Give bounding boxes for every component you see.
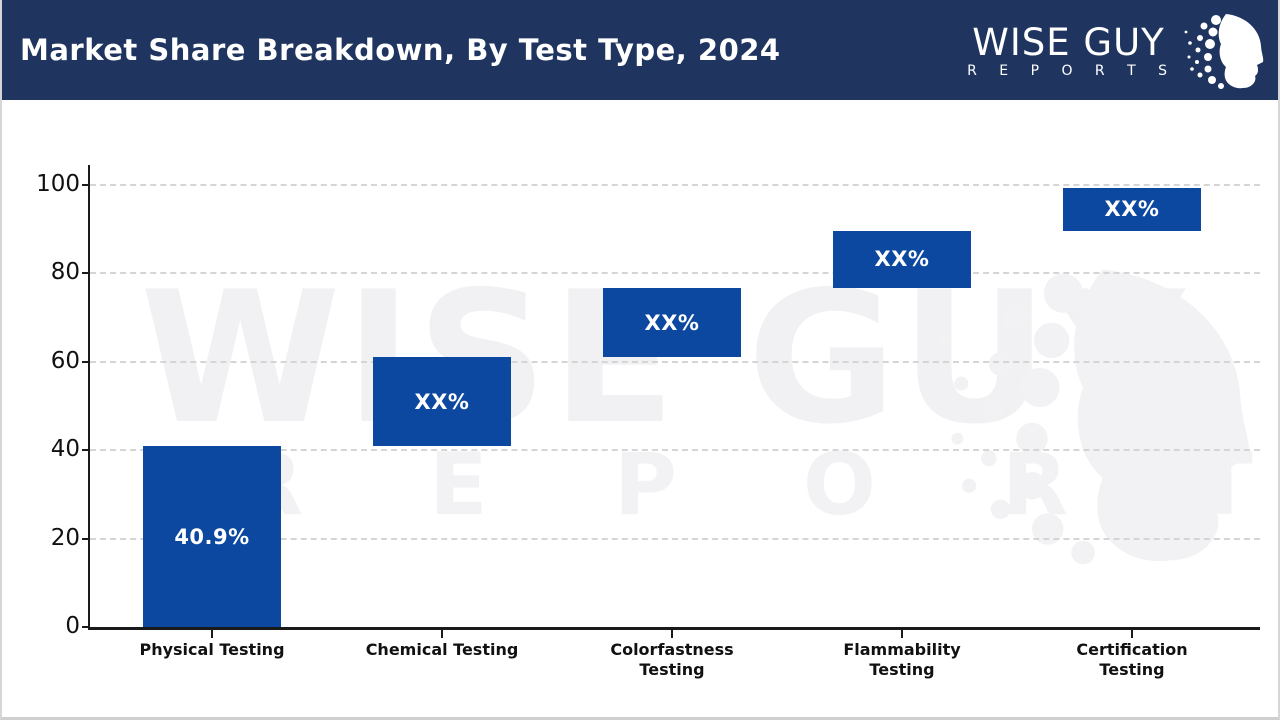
xcat-label-line: Chemical Testing — [365, 640, 519, 659]
xcat-label-line: Physical Testing — [139, 640, 285, 659]
xtick-mark-3 — [901, 630, 903, 638]
ytick-mark-100 — [82, 183, 90, 186]
xtick-mark-2 — [671, 630, 673, 638]
xcat-label-line: Certification — [1076, 640, 1188, 659]
ytick-label-20: 20 — [50, 524, 80, 551]
bar-value-label: XX% — [644, 310, 700, 335]
xcat-label-line: Flammability — [843, 640, 961, 659]
gridline-y80 — [90, 272, 1260, 274]
y-axis — [88, 165, 90, 629]
wise-guy-logo: WISE GUY R E P O R T S — [961, 12, 1264, 90]
ytick-label-100: 100 — [36, 170, 80, 197]
ytick-mark-20 — [82, 537, 90, 540]
header: Market Share Breakdown, By Test Type, 20… — [2, 0, 1278, 100]
page-title: Market Share Breakdown, By Test Type, 20… — [20, 33, 781, 67]
gridline-y100 — [90, 183, 1260, 186]
logo-wordmark-block: WISE GUY R E P O R T S — [961, 21, 1176, 80]
xcat-label-4: Certification Testing — [1076, 640, 1187, 680]
logo-wordmark: WISE GUY — [972, 21, 1165, 64]
ytick-mark-40 — [82, 449, 90, 451]
xcat-label-line: Testing — [639, 660, 705, 679]
xcat-label-line: Testing — [869, 660, 935, 679]
gridline-y40 — [90, 449, 1260, 451]
xcat-label-2: Colorfastness Testing — [610, 640, 733, 680]
gridline-y20 — [90, 537, 1260, 540]
bar-physical-testing: 40.9% — [143, 446, 281, 627]
bar-certification-testing: XX% — [1063, 187, 1201, 231]
bar-value-label: XX% — [1104, 197, 1160, 222]
bar-value-label: XX% — [874, 247, 930, 272]
xcat-label-1: Chemical Testing — [366, 640, 519, 660]
bar-value-label: 40.9% — [174, 524, 250, 549]
bar-value-label: XX% — [414, 389, 470, 414]
xcat-label-line: Colorfastness — [610, 640, 734, 659]
xtick-mark-4 — [1131, 630, 1133, 638]
ytick-label-80: 80 — [50, 259, 80, 285]
xcat-label-line: Testing — [1099, 660, 1165, 679]
waterfall-chart: 0 20 40 60 80 100 40.9% Physical Testing XX% Chem… — [2, 100, 1278, 717]
ytick-mark-60 — [82, 360, 90, 363]
xcat-label-0: Physical Testing — [139, 640, 284, 660]
ytick-label-60: 60 — [50, 347, 80, 374]
xtick-mark-0 — [211, 630, 213, 638]
gridline-y60 — [90, 360, 1260, 363]
ytick-mark-80 — [82, 272, 90, 274]
ytick-label-0: 0 — [65, 613, 80, 639]
xcat-label-3: Flammability Testing — [843, 640, 960, 680]
logo-face-icon — [1184, 14, 1264, 89]
logo-subtext: R E P O R T S — [967, 63, 1176, 79]
bar-flammability-testing: XX% — [833, 230, 971, 289]
bar-colorfastness-testing: XX% — [603, 288, 741, 358]
ytick-label-40: 40 — [50, 436, 80, 462]
bar-chemical-testing: XX% — [373, 357, 511, 446]
x-axis — [88, 627, 1260, 630]
xtick-mark-1 — [441, 630, 443, 638]
ytick-mark-0 — [82, 626, 90, 628]
